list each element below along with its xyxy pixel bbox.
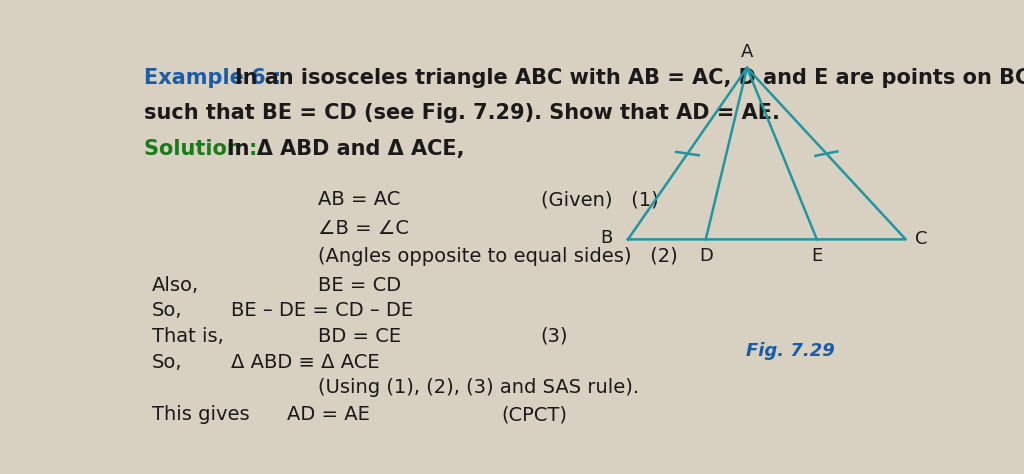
Text: Example 6 :: Example 6 : — [143, 68, 289, 88]
Text: BE – DE = CD – DE: BE – DE = CD – DE — [231, 301, 414, 320]
Text: AD = AE: AD = AE — [287, 405, 370, 424]
Text: AB = AC: AB = AC — [318, 190, 400, 209]
Text: (Using (1), (2), (3) and SAS rule).: (Using (1), (2), (3) and SAS rule). — [318, 378, 640, 397]
Text: B: B — [600, 228, 612, 246]
Text: In an isosceles triangle ABC with AB = AC, D and E are points on BC: In an isosceles triangle ABC with AB = A… — [236, 68, 1024, 88]
Text: ∠B = ∠C: ∠B = ∠C — [318, 219, 410, 238]
Text: So,: So, — [152, 353, 182, 372]
Text: Solution :: Solution : — [143, 139, 264, 159]
Text: BD = CE: BD = CE — [318, 327, 401, 346]
Text: BE = CD: BE = CD — [318, 276, 401, 295]
Text: A: A — [740, 43, 754, 61]
Text: (CPCT): (CPCT) — [501, 405, 567, 424]
Text: E: E — [811, 246, 822, 264]
Text: such that BE = CD (see Fig. 7.29). Show that AD = AE.: such that BE = CD (see Fig. 7.29). Show … — [143, 102, 779, 122]
Text: That is,: That is, — [152, 327, 223, 346]
Text: C: C — [915, 230, 928, 248]
Text: In Δ ABD and Δ ACE,: In Δ ABD and Δ ACE, — [227, 139, 465, 159]
Text: So,: So, — [152, 301, 182, 320]
Text: (Angles opposite to equal sides)   (2): (Angles opposite to equal sides) (2) — [318, 246, 678, 265]
Text: (Given)   (1): (Given) (1) — [541, 190, 658, 209]
Text: Δ ABD ≡ Δ ACE: Δ ABD ≡ Δ ACE — [231, 353, 380, 372]
Text: (3): (3) — [541, 327, 568, 346]
Text: Also,: Also, — [152, 276, 199, 295]
Text: Fig. 7.29: Fig. 7.29 — [746, 342, 835, 360]
Text: This gives: This gives — [152, 405, 250, 424]
Text: D: D — [698, 246, 713, 264]
